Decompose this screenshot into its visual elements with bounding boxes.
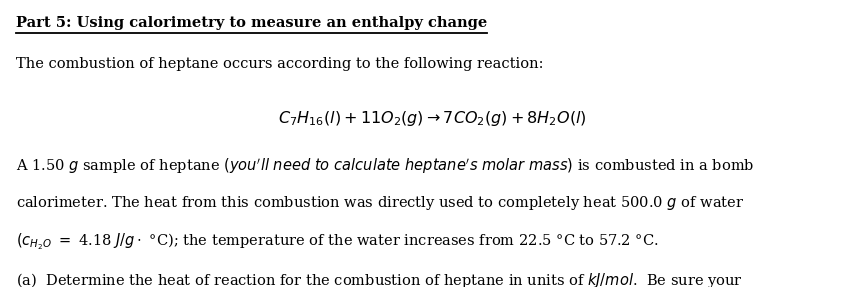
Text: $(c_{H_2O}$ $=$ 4.18 $J/g \cdot$ °C); the temperature of the water increases fro: $(c_{H_2O}$ $=$ 4.18 $J/g \cdot$ °C); th… — [16, 231, 658, 252]
Text: A 1.50 $g$ sample of heptane $\mathit{(you'll\ need\ to\ calculate\ heptane's\ m: A 1.50 $g$ sample of heptane $\mathit{(y… — [16, 156, 754, 176]
Text: The combustion of heptane occurs according to the following reaction:: The combustion of heptane occurs accordi… — [16, 57, 543, 71]
Text: $C_7H_{16}(l) + 11O_2(g) \rightarrow 7CO_2(g) + 8H_2O(l)$: $C_7H_{16}(l) + 11O_2(g) \rightarrow 7CO… — [279, 109, 586, 128]
Text: calorimeter. The heat from this combustion was directly used to completely heat : calorimeter. The heat from this combusti… — [16, 194, 744, 212]
Text: Part 5: Using calorimetry to measure an enthalpy change: Part 5: Using calorimetry to measure an … — [16, 16, 487, 30]
Text: (a)  Determine the heat of reaction for the combustion of heptane in units of $k: (a) Determine the heat of reaction for t… — [16, 271, 742, 287]
